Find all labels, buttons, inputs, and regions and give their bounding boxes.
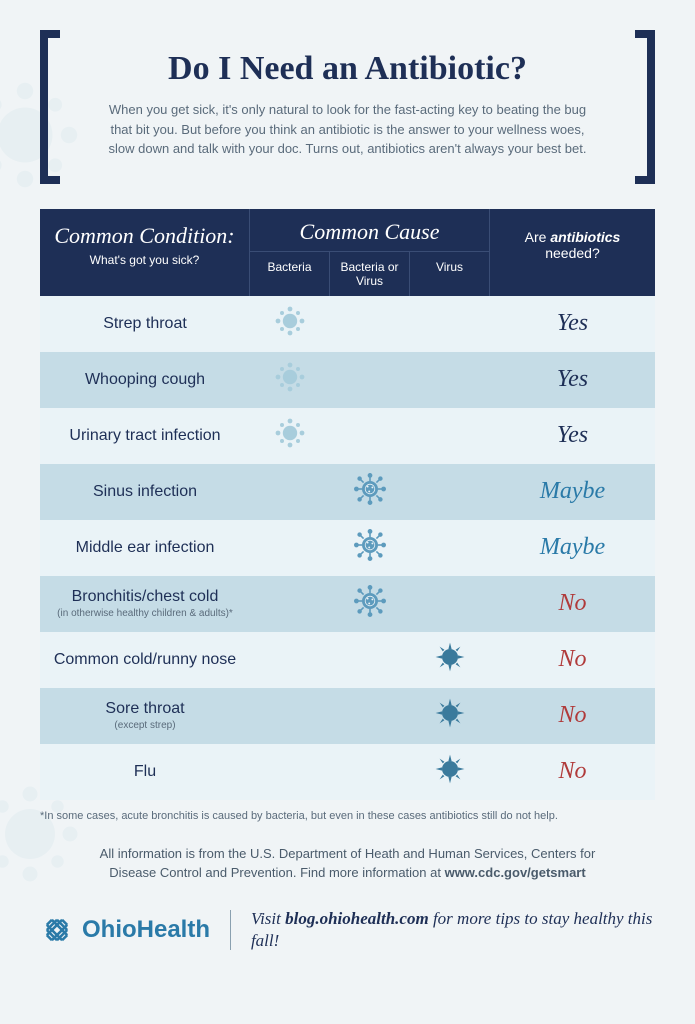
cause-cell-bacteria <box>250 409 330 462</box>
table-row: Strep throat Yes <box>40 296 655 352</box>
th-needed-em: antibiotics <box>550 229 620 245</box>
condition-note: (in otherwise healthy children & adults)… <box>46 608 244 619</box>
cause-cell-bacteria <box>250 708 330 724</box>
cause-cell-both <box>330 428 410 444</box>
cause-cell-both <box>330 316 410 332</box>
cause-cell-virus <box>410 596 490 612</box>
table-row: Sore throat(except strep) No <box>40 688 655 744</box>
condition-name: Whooping cough <box>40 363 250 397</box>
th-condition-sub: What's got you sick? <box>50 253 239 267</box>
th-needed-pre: Are <box>525 229 551 245</box>
cause-cell-both <box>330 708 410 724</box>
answer-no: No <box>490 638 655 681</box>
cause-cell-both <box>330 372 410 388</box>
source-line2: Disease Control and Prevention. Find mor… <box>109 865 444 880</box>
answer-no: No <box>490 582 655 625</box>
page-title: Do I Need an Antibiotic? <box>70 50 625 88</box>
cause-cell-virus <box>410 745 490 798</box>
cause-cell-bacteria <box>250 540 330 556</box>
th-condition-title: Common Condition: <box>50 223 239 249</box>
answer-no: No <box>490 750 655 793</box>
cause-cell-bacteria <box>250 764 330 780</box>
th-condition: Common Condition: What's got you sick? <box>40 209 250 296</box>
th-virus: Virus <box>410 252 490 296</box>
logo-text: OhioHealth <box>82 916 210 944</box>
th-bacteria-or-virus: Bacteria or Virus <box>330 252 410 296</box>
condition-note: (except strep) <box>46 720 244 731</box>
table-row: Urinary tract infection Yes <box>40 408 655 464</box>
th-bacteria: Bacteria <box>250 252 330 296</box>
infographic-container: Do I Need an Antibiotic? When you get si… <box>0 0 695 972</box>
cause-cell-virus <box>410 633 490 686</box>
ohiohealth-logo-icon <box>40 913 74 947</box>
footer-divider <box>230 910 231 950</box>
cause-cell-virus <box>410 689 490 742</box>
answer-yes: Yes <box>490 414 655 457</box>
cause-cell-bacteria <box>250 484 330 500</box>
cause-cell-both <box>330 577 410 630</box>
cause-cell-both <box>330 652 410 668</box>
footer: OhioHealth Visit blog.ohiohealth.com for… <box>40 908 655 952</box>
answer-maybe: Maybe <box>490 526 655 569</box>
source-url: www.cdc.gov/getsmart <box>445 865 586 880</box>
germ-virus-icon <box>434 697 466 729</box>
cause-cell-both <box>330 465 410 518</box>
cause-cell-virus <box>410 540 490 556</box>
table-header: Common Condition: What's got you sick? C… <box>40 209 655 296</box>
visit-url: blog.ohiohealth.com <box>285 909 429 928</box>
bracket-left <box>40 30 60 184</box>
th-cause-group: Common Cause <box>250 209 490 252</box>
condition-name: Common cold/runny nose <box>40 643 250 677</box>
condition-name: Sore throat(except strep) <box>40 692 250 739</box>
table-body: Strep throatYesWhooping coughYesUrinary … <box>40 296 655 800</box>
table-row: Sinus infection Maybe <box>40 464 655 520</box>
cause-cell-virus <box>410 484 490 500</box>
cause-cell-virus <box>410 316 490 332</box>
germ-bacteria-icon <box>274 361 306 393</box>
cause-cell-bacteria <box>250 297 330 350</box>
cause-cell-bacteria <box>250 652 330 668</box>
condition-name: Sinus infection <box>40 475 250 509</box>
ohiohealth-logo: OhioHealth <box>40 913 210 947</box>
source-text: All information is from the U.S. Departm… <box>40 844 655 883</box>
condition-name: Urinary tract infection <box>40 419 250 453</box>
cause-cell-virus <box>410 428 490 444</box>
table-row: Bronchitis/chest cold(in otherwise healt… <box>40 576 655 632</box>
cause-cell-virus <box>410 372 490 388</box>
cause-cell-bacteria <box>250 353 330 406</box>
source-line1: All information is from the U.S. Departm… <box>100 846 596 861</box>
germ-bacteria-icon <box>274 417 306 449</box>
germ-both-icon <box>354 529 386 561</box>
condition-table: Common Condition: What's got you sick? C… <box>40 209 655 800</box>
condition-name: Middle ear infection <box>40 531 250 565</box>
table-row: Flu No <box>40 744 655 800</box>
answer-yes: Yes <box>490 358 655 401</box>
germ-virus-icon <box>434 753 466 785</box>
condition-name: Flu <box>40 755 250 789</box>
visit-pre: Visit <box>251 909 285 928</box>
th-antibiotics-needed: Are antibiotics needed? <box>490 209 655 296</box>
answer-yes: Yes <box>490 302 655 345</box>
table-row: Whooping cough Yes <box>40 352 655 408</box>
table-row: Middle ear infection Maybe <box>40 520 655 576</box>
cause-cell-both <box>330 764 410 780</box>
cause-cell-bacteria <box>250 596 330 612</box>
answer-maybe: Maybe <box>490 470 655 513</box>
cause-cell-both <box>330 521 410 574</box>
germ-both-icon <box>354 585 386 617</box>
germ-bacteria-icon <box>274 305 306 337</box>
visit-text: Visit blog.ohiohealth.com for more tips … <box>251 908 655 952</box>
condition-name: Bronchitis/chest cold(in otherwise healt… <box>40 580 250 627</box>
bracket-right <box>635 30 655 184</box>
page-subtitle: When you get sick, it's only natural to … <box>108 100 588 159</box>
condition-name: Strep throat <box>40 307 250 341</box>
germ-both-icon <box>354 473 386 505</box>
footnote: *In some cases, acute bronchitis is caus… <box>40 810 655 822</box>
table-row: Common cold/runny nose No <box>40 632 655 688</box>
header-box: Do I Need an Antibiotic? When you get si… <box>40 30 655 184</box>
germ-virus-icon <box>434 641 466 673</box>
answer-no: No <box>490 694 655 737</box>
th-needed-post: needed? <box>545 245 600 261</box>
